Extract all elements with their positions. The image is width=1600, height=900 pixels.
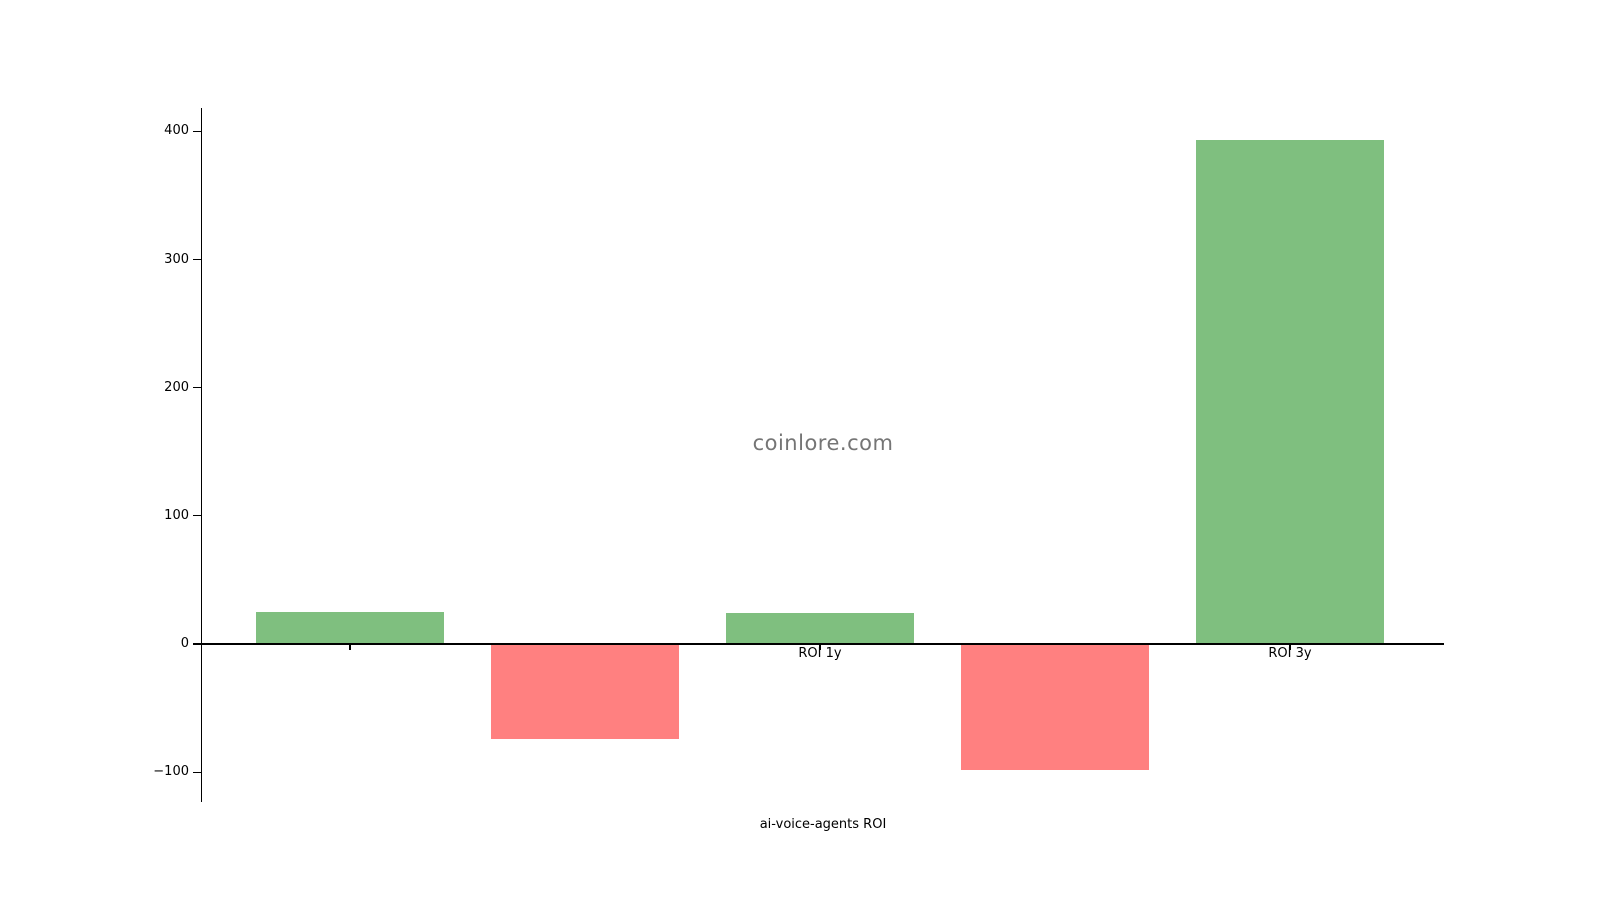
y-tick-label: 100 xyxy=(164,507,189,523)
bar-col-4 xyxy=(961,644,1149,770)
x-tick-label: ROI 1y xyxy=(798,646,842,661)
y-tick xyxy=(193,130,201,132)
y-tick xyxy=(193,258,201,261)
y-tick xyxy=(193,643,201,645)
bar-roi-1y xyxy=(726,613,914,644)
bar-col-1 xyxy=(256,611,444,644)
chart-title: ai-voice-agents ROI xyxy=(759,817,887,832)
y-axis-spine xyxy=(201,108,203,802)
y-tick xyxy=(193,515,201,517)
x-tick xyxy=(349,644,351,650)
y-tick xyxy=(193,387,201,389)
y-tick-label: 300 xyxy=(164,251,189,267)
y-tick xyxy=(193,771,201,773)
x-tick xyxy=(1289,644,1291,650)
bar-roi-3y xyxy=(1196,140,1384,644)
y-tick-label: −100 xyxy=(153,764,189,780)
x-axis-line xyxy=(202,643,1444,645)
x-tick-label: ROI 3y xyxy=(1268,646,1312,661)
y-tick-label: 400 xyxy=(164,123,189,139)
x-tick xyxy=(819,644,821,650)
y-tick-label: 0 xyxy=(180,636,189,651)
y-tick-label: 200 xyxy=(164,379,189,395)
bar-col-2 xyxy=(491,644,679,739)
watermark-text: coinlore.com xyxy=(752,431,894,455)
